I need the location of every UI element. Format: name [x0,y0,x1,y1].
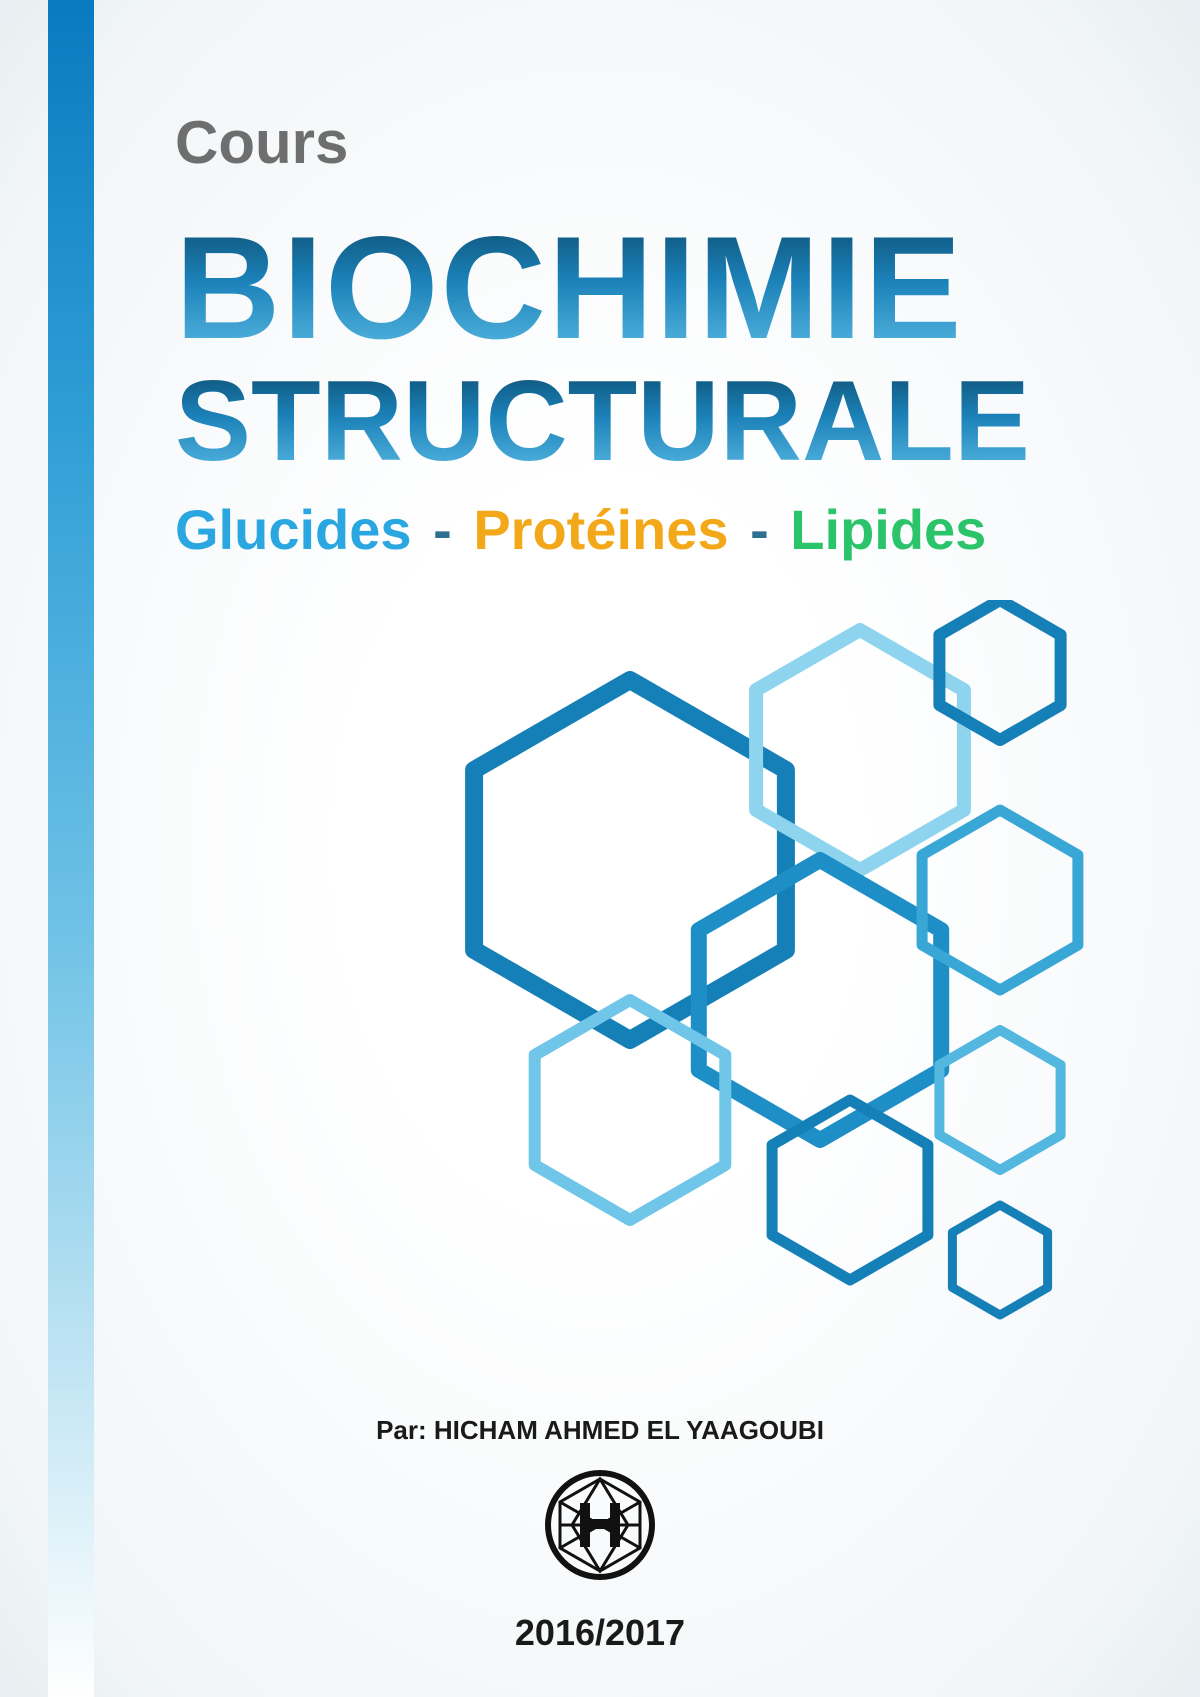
year-text: 2016/2017 [0,1612,1200,1654]
main-content: Cours BIOCHIMIE STRUCTURALE Glucides - P… [175,108,1135,562]
hexagon-artwork [300,600,1120,1320]
author-prefix: Par: [376,1415,434,1445]
subtitle-lipides: Lipides [790,498,986,561]
subtitle-glucides: Glucides [175,498,412,561]
hexagon-icon [922,810,1078,990]
kicker-text: Cours [175,108,1135,177]
hexagon-icon [952,1205,1047,1315]
subtitle-sep-1: - [433,498,452,561]
subtitle: Glucides - Protéines - Lipides [175,497,1135,562]
subtitle-sep-2: - [750,498,769,561]
title-line-1: BIOCHIMIE [175,215,1135,361]
author-line: Par: HICHAM AHMED EL YAAGOUBI [0,1415,1200,1446]
logo-icon [540,1465,660,1585]
title-line-2: STRUCTURALE [175,365,1135,479]
hexagon-icon [939,600,1060,740]
logo [0,1465,1200,1590]
subtitle-proteines: Protéines [473,498,728,561]
hexagon-icon [756,630,964,870]
hexagon-icon [699,860,941,1140]
hexagon-icon [939,1030,1060,1170]
author-name: HICHAM AHMED EL YAAGOUBI [434,1415,824,1445]
hexagon-icon [474,680,786,1040]
